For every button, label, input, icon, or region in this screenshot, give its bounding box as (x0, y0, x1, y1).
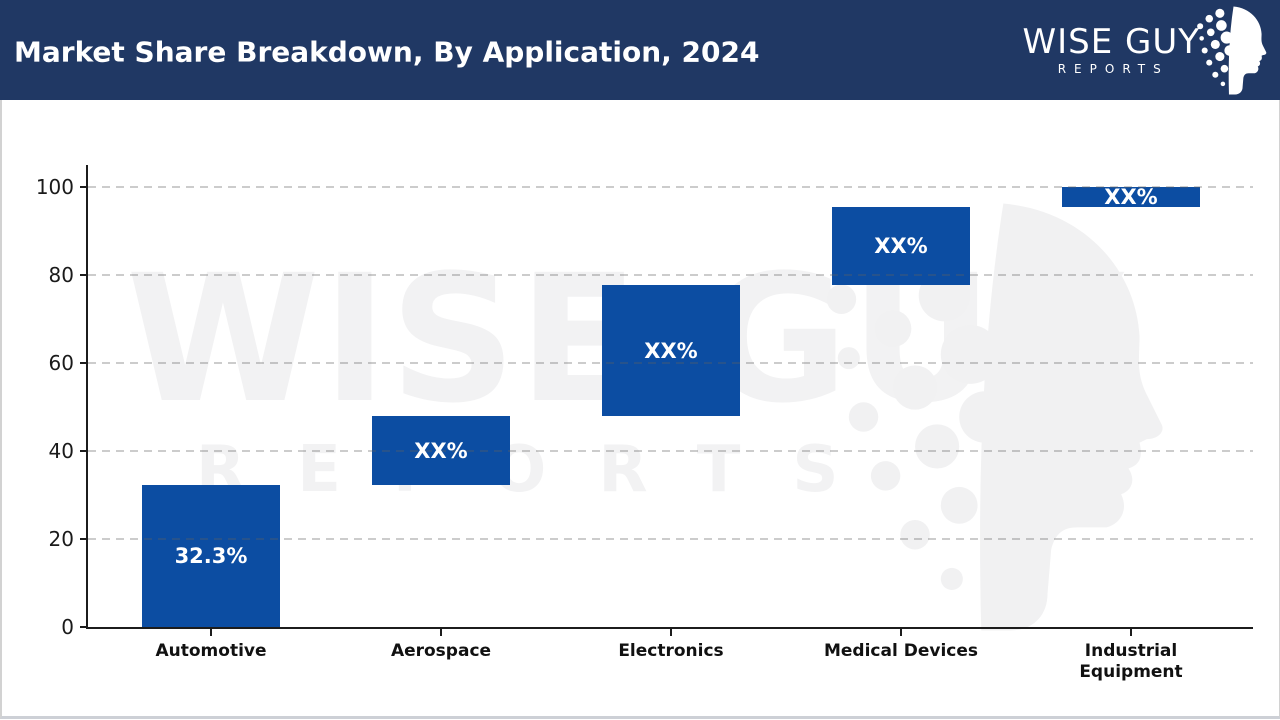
x-tick-industrial-equipment (1130, 629, 1132, 636)
bar-automotive (142, 484, 280, 627)
category-label-medical-devices: Medical Devices (823, 641, 978, 661)
bar-label-automotive: 32.3% (174, 543, 248, 568)
bar-label-medical-devices: XX% (874, 233, 928, 258)
gridline-60 (88, 362, 1253, 364)
y-tick-label-40: 40 (48, 439, 74, 463)
gridline-40 (88, 450, 1253, 452)
bar-label-industrial-equipment: XX% (1104, 184, 1158, 209)
x-tick-medical-devices (900, 629, 902, 636)
bar-aerospace (372, 416, 510, 485)
wiseguy-logo: WISE GUY REPORTS (1022, 4, 1270, 96)
category-label-aerospace: Aerospace (390, 641, 492, 661)
gridline-80 (88, 274, 1253, 276)
category-label-electronics: Electronics (618, 641, 724, 661)
gridline-20 (88, 538, 1253, 540)
bar-label-aerospace: XX% (414, 438, 468, 463)
bar-medical-devices (832, 206, 970, 286)
gridline-100 (88, 186, 1253, 188)
category-label-industrial-equipment: Industrial Equipment (1079, 641, 1183, 683)
y-tick-label-60: 60 (48, 351, 74, 375)
logo-line1: WISE GUY (1022, 22, 1200, 62)
y-tick-100 (80, 186, 88, 188)
header-bar: Market Share Breakdown, By Application, … (0, 0, 1280, 100)
x-axis-line (86, 627, 1253, 629)
logo-line2: REPORTS (1057, 62, 1169, 76)
y-tick-80 (80, 274, 88, 276)
y-tick-label-100: 100 (35, 175, 74, 199)
y-tick-60 (80, 362, 88, 364)
y-tick-label-20: 20 (48, 527, 74, 551)
logo-wordmark: WISE GUY REPORTS (1022, 25, 1200, 75)
chart-title: Market Share Breakdown, By Application, … (14, 35, 760, 69)
logo-head-icon (1197, 6, 1267, 94)
bar-label-electronics: XX% (644, 338, 698, 363)
x-tick-automotive (210, 629, 212, 636)
bar-industrial-equipment (1062, 187, 1200, 207)
y-tick-0 (80, 626, 88, 628)
y-tick-label-80: 80 (48, 263, 74, 287)
y-tick-label-0: 0 (61, 615, 74, 639)
x-tick-aerospace (440, 629, 442, 636)
x-tick-electronics (670, 629, 672, 636)
category-label-automotive: Automotive (155, 641, 267, 661)
watermark-reports: REPORTS (196, 433, 891, 507)
y-tick-20 (80, 538, 88, 540)
y-tick-40 (80, 450, 88, 452)
y-axis-line (86, 165, 88, 629)
bar-electronics (602, 285, 740, 417)
